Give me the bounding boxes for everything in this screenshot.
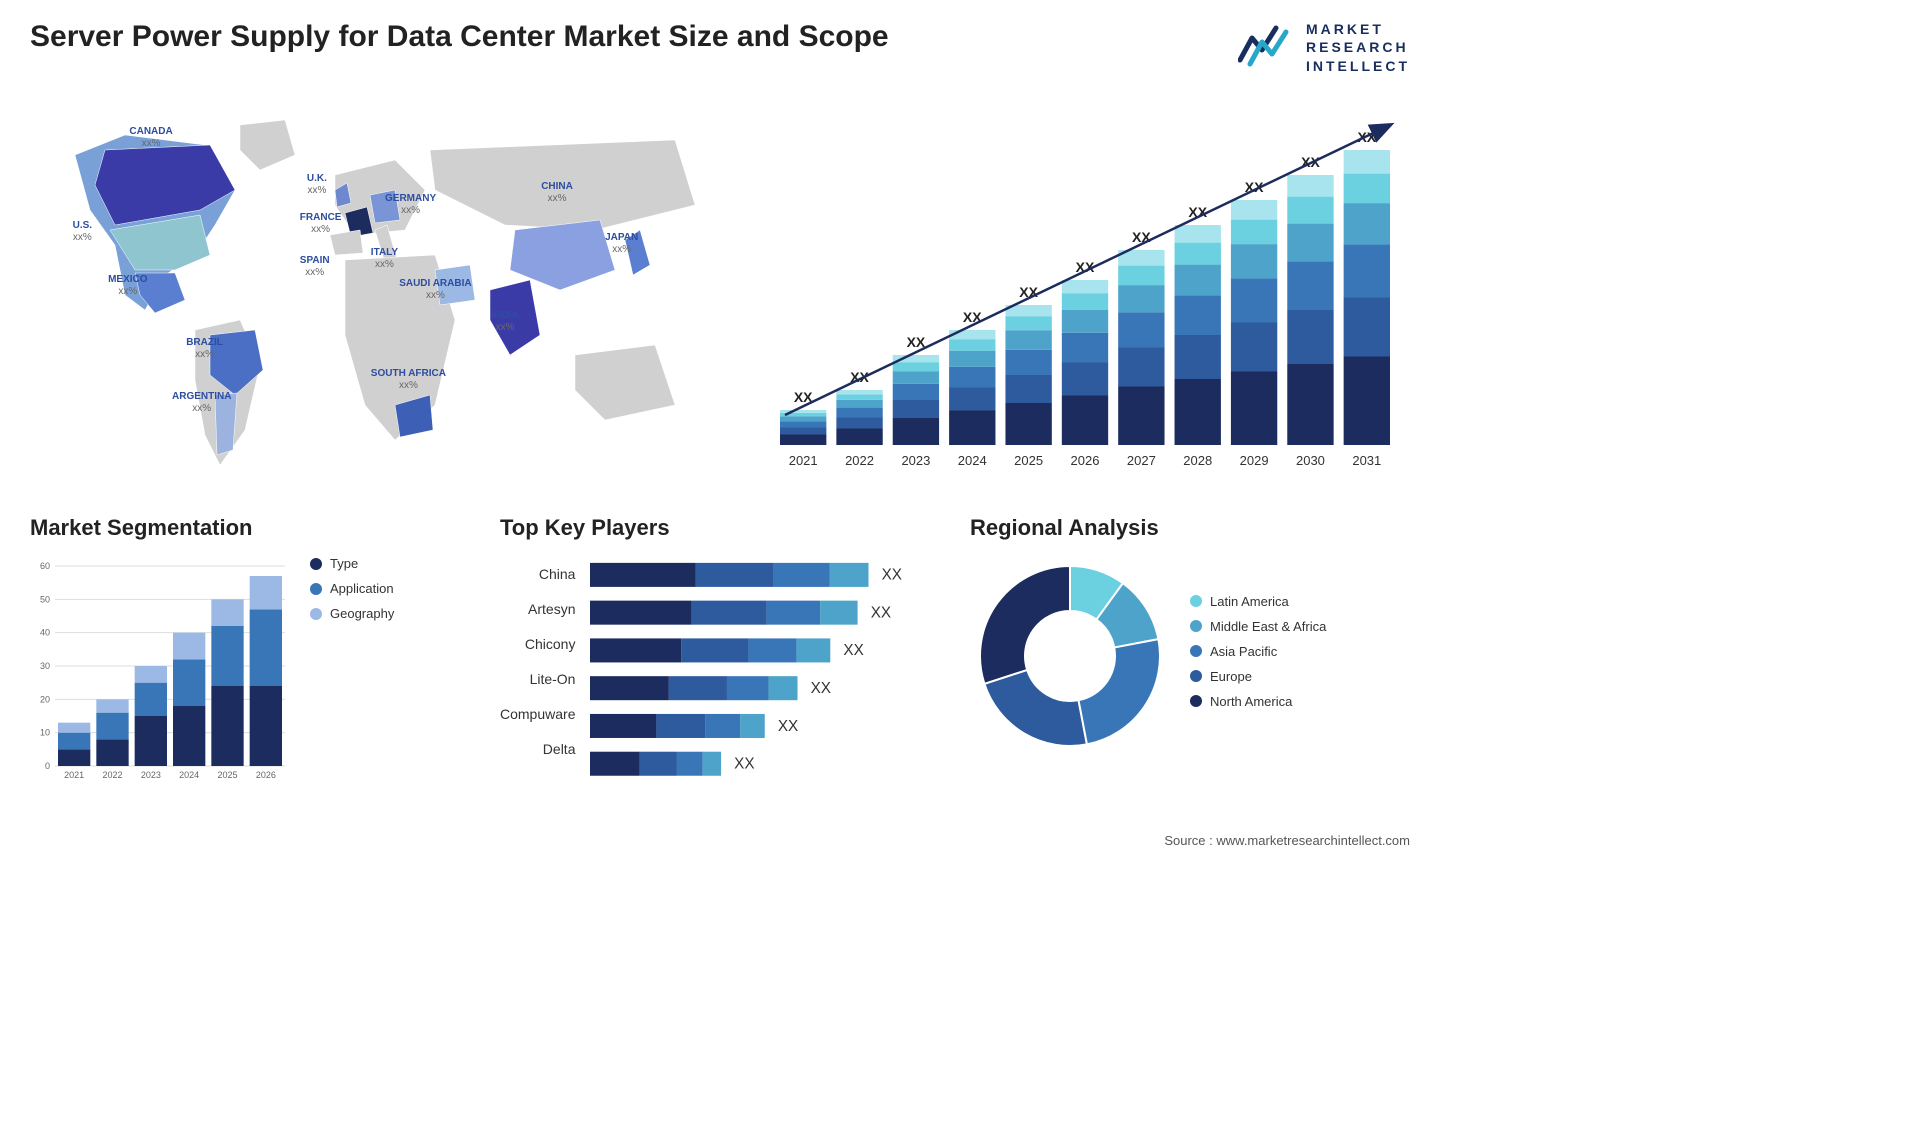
map-label: INDIAxx% [492, 310, 519, 334]
source-text: Source : www.marketresearchintellect.com [1164, 833, 1410, 848]
map-label: ARGENTINAxx% [172, 391, 231, 415]
growth-bar-chart: XX2021XX2022XX2023XX2024XX2025XX2026XX20… [770, 95, 1410, 485]
legend-item: Latin America [1190, 594, 1326, 609]
svg-text:XX: XX [1132, 229, 1151, 245]
svg-text:2031: 2031 [1352, 453, 1381, 468]
svg-text:2028: 2028 [1183, 453, 1212, 468]
svg-text:2026: 2026 [1071, 453, 1100, 468]
svg-text:2021: 2021 [789, 453, 818, 468]
svg-text:XX: XX [871, 604, 891, 621]
player-label: China [500, 566, 575, 582]
logo-icon [1238, 20, 1298, 75]
page-title: Server Power Supply for Data Center Mark… [30, 20, 889, 54]
svg-text:2029: 2029 [1240, 453, 1269, 468]
svg-text:60: 60 [40, 561, 50, 571]
svg-text:XX: XX [844, 642, 864, 659]
regional-title: Regional Analysis [970, 515, 1410, 541]
svg-text:2025: 2025 [1014, 453, 1043, 468]
svg-text:2024: 2024 [179, 770, 199, 780]
svg-text:XX: XX [778, 718, 798, 735]
legend-item: Type [310, 556, 394, 571]
legend-item: Middle East & Africa [1190, 619, 1326, 634]
map-label: CHINAxx% [541, 181, 573, 205]
svg-text:2025: 2025 [217, 770, 237, 780]
svg-text:2027: 2027 [1127, 453, 1156, 468]
svg-text:40: 40 [40, 628, 50, 638]
svg-text:50: 50 [40, 594, 50, 604]
svg-text:10: 10 [40, 728, 50, 738]
players-section: Top Key Players China Artesyn Chicony Lite-… [500, 515, 940, 786]
svg-text:XX: XX [811, 680, 831, 697]
svg-text:20: 20 [40, 694, 50, 704]
map-label: ITALYxx% [371, 247, 398, 271]
player-label: Lite-On [500, 671, 575, 687]
player-label: Chicony [500, 636, 575, 652]
map-label: BRAZILxx% [186, 337, 223, 361]
logo-line1: MARKET [1306, 20, 1410, 38]
segmentation-title: Market Segmentation [30, 515, 470, 541]
map-label: CANADAxx% [129, 126, 172, 150]
map-label: JAPANxx% [605, 232, 638, 256]
svg-text:2023: 2023 [901, 453, 930, 468]
svg-text:XX: XX [735, 756, 755, 773]
map-label: SOUTH AFRICAxx% [371, 368, 446, 392]
svg-text:30: 30 [40, 661, 50, 671]
map-label: GERMANYxx% [385, 193, 436, 217]
svg-text:2026: 2026 [256, 770, 276, 780]
players-title: Top Key Players [500, 515, 940, 541]
map-label: SPAINxx% [300, 255, 330, 279]
svg-text:XX: XX [882, 567, 902, 584]
svg-text:2022: 2022 [102, 770, 122, 780]
map-label: U.K.xx% [307, 173, 327, 197]
map-label: U.S.xx% [73, 220, 92, 244]
legend-item: Geography [310, 606, 394, 621]
regional-section: Regional Analysis Latin America Middle Ea… [970, 515, 1410, 786]
svg-text:2030: 2030 [1296, 453, 1325, 468]
player-label: Compuware [500, 706, 575, 722]
player-label: Artesyn [500, 601, 575, 617]
svg-text:0: 0 [45, 761, 50, 771]
logo: MARKET RESEARCH INTELLECT [1238, 20, 1410, 75]
svg-text:2021: 2021 [64, 770, 84, 780]
svg-text:2024: 2024 [958, 453, 987, 468]
map-label: MEXICOxx% [108, 274, 147, 298]
legend-item: Asia Pacific [1190, 644, 1326, 659]
logo-line3: INTELLECT [1306, 57, 1410, 75]
logo-line2: RESEARCH [1306, 38, 1410, 56]
segmentation-section: Market Segmentation 0 10 20 30 40 50 60 2021 202… [30, 515, 470, 786]
player-label: Delta [500, 741, 575, 757]
map-label: FRANCExx% [300, 212, 342, 236]
svg-text:2022: 2022 [845, 453, 874, 468]
legend-item: Application [310, 581, 394, 596]
world-map: CANADAxx% U.S.xx% MEXICOxx% BRAZILxx% ARGENT… [30, 95, 740, 485]
map-label: SAUDI ARABIAxx% [399, 278, 471, 302]
svg-text:2023: 2023 [141, 770, 161, 780]
legend-item: North America [1190, 694, 1326, 709]
legend-item: Europe [1190, 669, 1326, 684]
